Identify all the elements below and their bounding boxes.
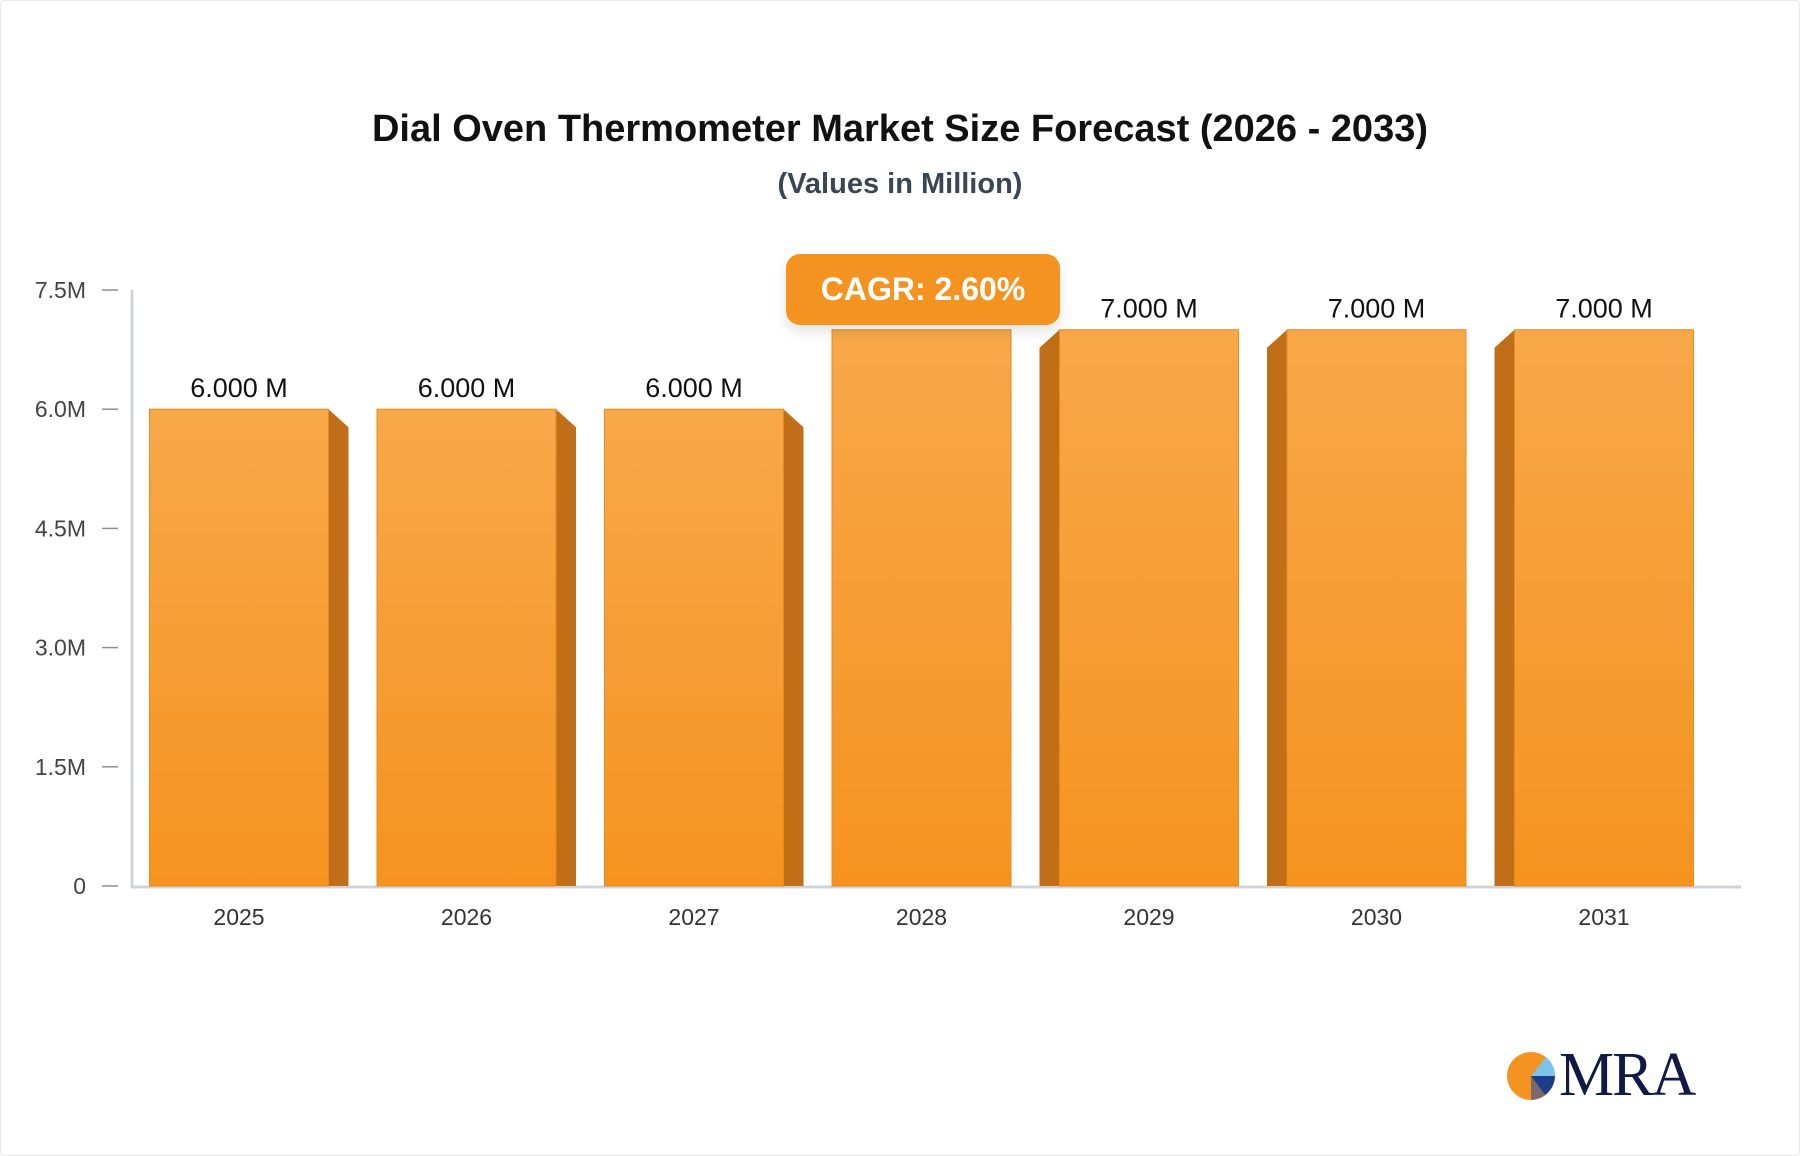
bar-2025 [149, 408, 329, 887]
pie-logo-icon [1507, 1051, 1556, 1100]
data-label: 6.000 M [190, 373, 288, 403]
cagr-badge: CAGR: 2.60% [786, 254, 1060, 325]
data-label: 7.000 M [1555, 294, 1653, 324]
chart-title: Dial Oven Thermometer Market Size Foreca… [371, 108, 1428, 150]
y-tick-label: 0 [73, 873, 86, 899]
bar-2030 [1286, 329, 1467, 887]
x-tick-label: 2025 [213, 904, 264, 930]
x-tick-label: 2027 [668, 904, 719, 930]
x-tick-label: 2030 [1351, 904, 1402, 930]
x-tick-label: 2026 [441, 904, 492, 930]
bar-side [328, 409, 349, 886]
x-tick-label: 2031 [1578, 904, 1629, 930]
chart-subtitle: (Values in Million) [777, 168, 1023, 200]
bar-2029 [1059, 329, 1239, 887]
bar-side [556, 409, 576, 886]
bar-2026 [376, 408, 557, 887]
x-tick-label: 2028 [896, 904, 947, 930]
y-tick-label: 1.5M [35, 754, 86, 780]
mra-logo: MRA [1505, 1040, 1696, 1111]
y-tick-label: 6.0M [35, 396, 86, 422]
y-tick-label: 4.5M [35, 515, 86, 541]
data-label: 6.000 M [418, 373, 516, 403]
bar-side [1039, 329, 1060, 886]
x-tick-label: 2029 [1123, 904, 1174, 930]
y-tick-label: 7.5M [35, 277, 86, 303]
bar-2028 [831, 329, 1012, 887]
bar-side [1494, 329, 1515, 886]
bar-2027 [604, 408, 784, 887]
data-label: 6.000 M [645, 373, 743, 403]
bar-side [783, 409, 804, 886]
bar-2031 [1514, 329, 1694, 887]
logo-text: MRA [1559, 1041, 1696, 1109]
bar-side [1267, 329, 1287, 886]
y-tick-label: 3.0M [35, 635, 86, 661]
data-label: 7.000 M [1100, 294, 1198, 324]
data-label: 7.000 M [1328, 294, 1426, 324]
